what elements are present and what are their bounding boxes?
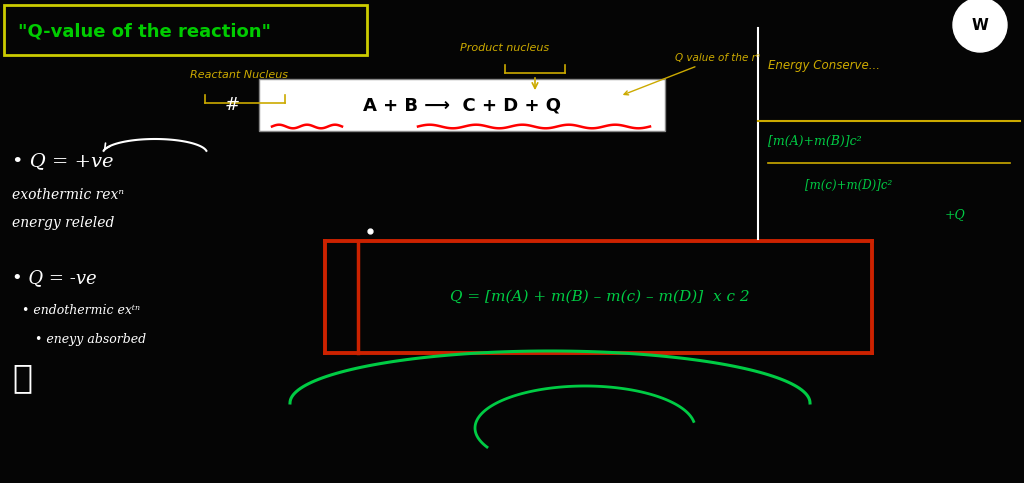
Text: exothermic rexⁿ: exothermic rexⁿ — [12, 188, 124, 202]
Text: Energy Conserve...: Energy Conserve... — [768, 58, 880, 71]
Text: "Q-value of the reaction": "Q-value of the reaction" — [18, 22, 271, 40]
Text: #: # — [225, 96, 240, 114]
Circle shape — [953, 0, 1007, 52]
Text: • endothermic exᵗⁿ: • endothermic exᵗⁿ — [22, 304, 140, 317]
Text: energy releled: energy releled — [12, 216, 115, 230]
Text: ✊: ✊ — [12, 361, 32, 395]
Text: Product nucleus: Product nucleus — [460, 43, 549, 53]
Text: • eneyy absorbed: • eneyy absorbed — [35, 333, 146, 346]
Text: Q value of the rⁿ: Q value of the rⁿ — [624, 53, 760, 95]
Text: • Q = -ve: • Q = -ve — [12, 269, 96, 287]
Text: Reactant Nucleus: Reactant Nucleus — [190, 70, 288, 80]
Text: Q = [m(A) + m(B) – m(c) – m(D)]  x c 2: Q = [m(A) + m(B) – m(c) – m(D)] x c 2 — [451, 290, 750, 304]
Text: +Q: +Q — [945, 209, 966, 222]
Text: • Q = +ve: • Q = +ve — [12, 152, 114, 170]
Text: A + B ⟶  C + D + Q: A + B ⟶ C + D + Q — [362, 96, 561, 114]
Text: [m(A)+m(B)]c²: [m(A)+m(B)]c² — [768, 134, 861, 147]
Text: [m(c)+m(D)]c²: [m(c)+m(D)]c² — [805, 179, 892, 191]
FancyBboxPatch shape — [259, 79, 665, 131]
Text: W: W — [972, 17, 988, 32]
